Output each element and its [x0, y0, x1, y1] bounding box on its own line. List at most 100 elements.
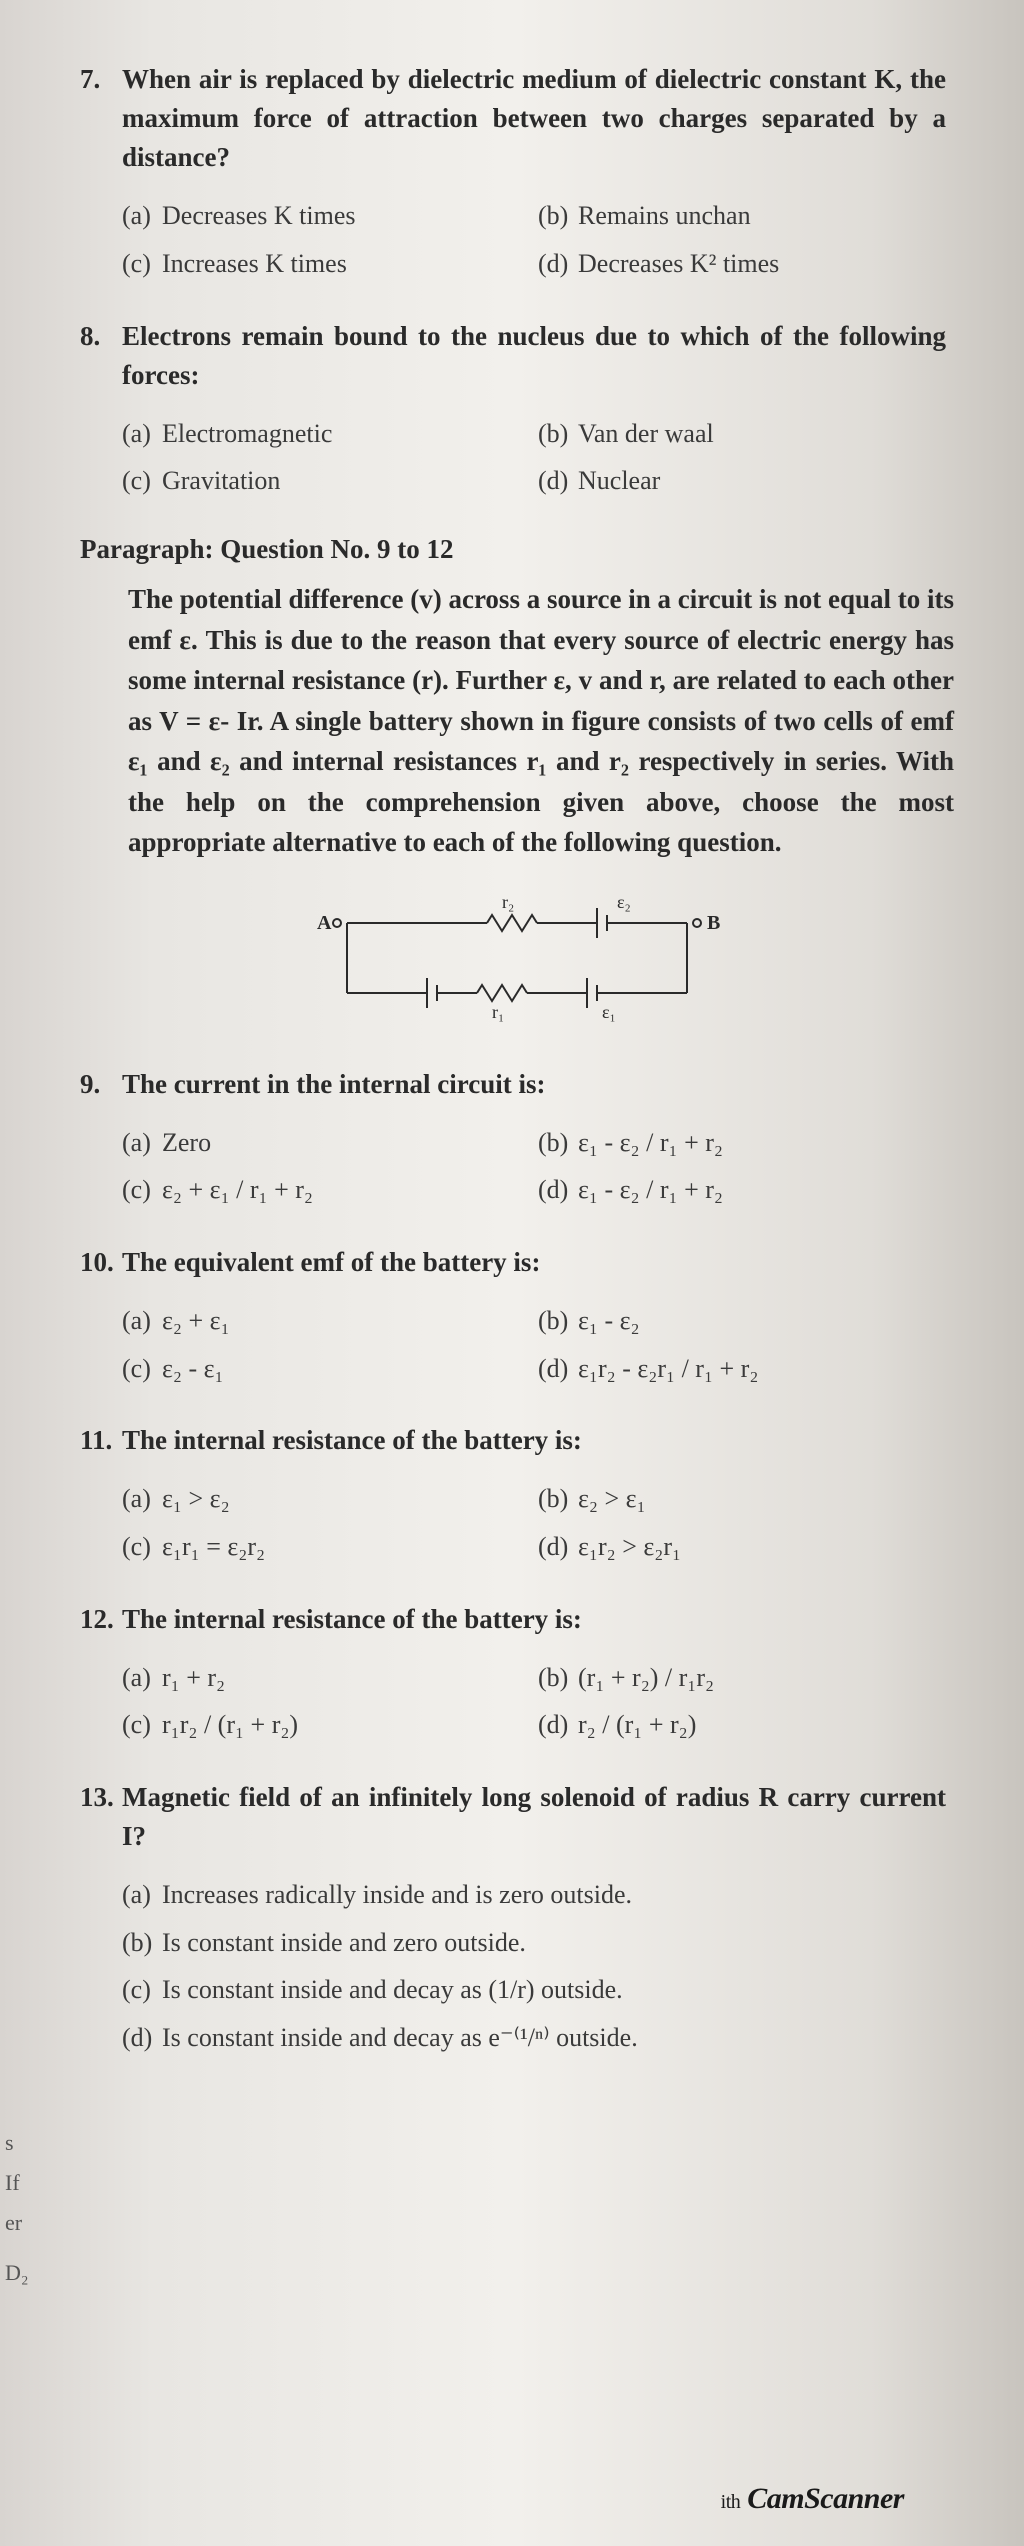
option-label: (c) [122, 1169, 162, 1211]
question-text: 9.The current in the internal circuit is… [80, 1065, 954, 1104]
option-d: (d)ε₁r₂ - ε₂r₁ / r₁ + r₂ [538, 1348, 954, 1390]
option-text: Decreases K² times [578, 249, 779, 278]
option-c: (c)ε₂ - ε₁ [122, 1348, 538, 1390]
option-label: (a) [122, 1122, 162, 1164]
circuit-label-B: B [707, 912, 720, 934]
option-b: (b)ε₂ > ε₁ [538, 1478, 954, 1520]
options-row: (a)r₁ + r₂ (b)(r₁ + r₂) / r₁r₂ [122, 1657, 954, 1699]
option-text: Decreases K times [162, 201, 355, 230]
option-label: (d) [538, 1704, 578, 1746]
question-8: 8.Electrons remain bound to the nucleus … [80, 317, 954, 502]
scanner-prefix: ith [721, 2491, 741, 2513]
option-d: (d)ε₁r₂ > ε₂r₁ [538, 1526, 954, 1568]
option-label: (d) [538, 1526, 578, 1568]
options-row: (c)r₁r₂ / (r₁ + r₂) (d)r₂ / (r₁ + r₂) [122, 1704, 954, 1746]
circuit-label-r2: r₂ [502, 892, 514, 912]
options-row: (a)Electromagnetic (b)Van der waal [122, 413, 954, 455]
option-a: (a)Decreases K times [122, 195, 538, 237]
option-a: (a)Zero [122, 1122, 538, 1164]
option-text: r₁r₂ / (r₁ + r₂) [162, 1710, 298, 1739]
circuit-label-A: A [317, 912, 332, 934]
option-text: Gravitation [162, 466, 280, 495]
option-label: (a) [122, 413, 162, 455]
question-body: Electrons remain bound to the nucleus du… [122, 317, 946, 395]
option-b: (b)Van der waal [538, 413, 954, 455]
question-number: 7. [80, 60, 122, 99]
option-c: (c)ε₁r₁ = ε₂r₂ [122, 1526, 538, 1568]
scanner-brand: CamScanner [747, 2482, 904, 2515]
circuit-label-r1: r₁ [492, 1002, 504, 1022]
option-b: (b)ε₁ - ε₂ / r₁ + r₂ [538, 1122, 954, 1164]
side-char: s [5, 2130, 14, 2156]
option-text: Electromagnetic [162, 419, 332, 448]
option-label: (d) [538, 1348, 578, 1390]
options-row: (a)ε₂ + ε₁ (b)ε₁ - ε₂ [122, 1300, 954, 1342]
option-text: Zero [162, 1128, 211, 1157]
question-number: 9. [80, 1065, 122, 1104]
question-10: 10.The equivalent emf of the battery is:… [80, 1243, 954, 1389]
options-row: (c)ε₂ + ε₁ / r₁ + r₂ (d)ε₁ - ε₂ / r₁ + r… [122, 1169, 954, 1211]
option-d: (d)Nuclear [538, 460, 954, 502]
question-body: When air is replaced by dielectric mediu… [122, 60, 946, 177]
options-row: (a)Decreases K times (b)Remains unchan [122, 195, 954, 237]
question-text: 11.The internal resistance of the batter… [80, 1421, 954, 1460]
question-text: 10.The equivalent emf of the battery is: [80, 1243, 954, 1282]
option-text: ε₁ > ε₂ [162, 1484, 230, 1513]
options-row: (c)Is constant inside and decay as (1/r)… [122, 1969, 954, 2011]
question-number: 12. [80, 1600, 122, 1639]
question-9: 9.The current in the internal circuit is… [80, 1065, 954, 1211]
option-b: (b)Is constant inside and zero outside. [122, 1922, 954, 1964]
option-text: Nuclear [578, 466, 660, 495]
question-text: 12.The internal resistance of the batter… [80, 1600, 954, 1639]
option-label: (b) [122, 1922, 162, 1964]
option-label: (b) [538, 413, 578, 455]
option-label: (c) [122, 1526, 162, 1568]
question-body: Magnetic field of an infinitely long sol… [122, 1778, 946, 1856]
option-label: (a) [122, 1478, 162, 1520]
option-c: (c)ε₂ + ε₁ / r₁ + r₂ [122, 1169, 538, 1211]
option-label: (a) [122, 195, 162, 237]
option-d: (d)Is constant inside and decay as e⁻⁽¹/… [122, 2017, 954, 2059]
question-body: The equivalent emf of the battery is: [122, 1243, 946, 1282]
option-label: (a) [122, 1300, 162, 1342]
option-d: (d)ε₁ - ε₂ / r₁ + r₂ [538, 1169, 954, 1211]
option-text: ε₁r₁ = ε₂r₂ [162, 1532, 265, 1561]
option-a: (a)Electromagnetic [122, 413, 538, 455]
paragraph-heading: Paragraph: Question No. 9 to 12 [80, 534, 954, 565]
option-text: ε₁ - ε₂ / r₁ + r₂ [578, 1175, 723, 1204]
option-label: (a) [122, 1657, 162, 1699]
option-text: Is constant inside and decay as (1/r) ou… [162, 1975, 623, 2004]
question-12: 12.The internal resistance of the batter… [80, 1600, 954, 1746]
option-text: ε₁r₂ > ε₂r₁ [578, 1532, 681, 1561]
option-c: (c)Increases K times [122, 243, 538, 285]
options-row: (c)ε₂ - ε₁ (d)ε₁r₂ - ε₂r₁ / r₁ + r₂ [122, 1348, 954, 1390]
option-text: ε₁ - ε₂ / r₁ + r₂ [578, 1128, 723, 1157]
question-number: 10. [80, 1243, 122, 1282]
side-char: D₂ [5, 2260, 29, 2286]
question-11: 11.The internal resistance of the batter… [80, 1421, 954, 1567]
option-a: (a)r₁ + r₂ [122, 1657, 538, 1699]
option-text: Is constant inside and decay as e⁻⁽¹/ⁿ⁾ … [162, 2023, 638, 2052]
option-c: (c)Is constant inside and decay as (1/r)… [122, 1969, 954, 2011]
option-label: (a) [122, 1874, 162, 1916]
question-body: The internal resistance of the battery i… [122, 1600, 946, 1639]
option-text: ε₁r₂ - ε₂r₁ / r₁ + r₂ [578, 1354, 758, 1383]
option-text: Van der waal [578, 419, 714, 448]
question-7: 7.When air is replaced by dielectric med… [80, 60, 954, 285]
question-body: The current in the internal circuit is: [122, 1065, 946, 1104]
option-d: (d)Decreases K² times [538, 243, 954, 285]
option-label: (c) [122, 1348, 162, 1390]
question-number: 11. [80, 1421, 122, 1460]
option-text: Increases K times [162, 249, 347, 278]
paragraph-block: Paragraph: Question No. 9 to 12 The pote… [80, 534, 954, 1033]
option-label: (d) [538, 243, 578, 285]
option-c: (c)r₁r₂ / (r₁ + r₂) [122, 1704, 538, 1746]
options-row: (a)Zero (b)ε₁ - ε₂ / r₁ + r₂ [122, 1122, 954, 1164]
question-number: 8. [80, 317, 122, 356]
option-a: (a)Increases radically inside and is zer… [122, 1874, 954, 1916]
option-label: (d) [122, 2017, 162, 2059]
question-text: 8.Electrons remain bound to the nucleus … [80, 317, 954, 395]
option-b: (b)Remains unchan [538, 195, 954, 237]
option-text: Remains unchan [578, 201, 751, 230]
side-char: er [5, 2210, 22, 2236]
